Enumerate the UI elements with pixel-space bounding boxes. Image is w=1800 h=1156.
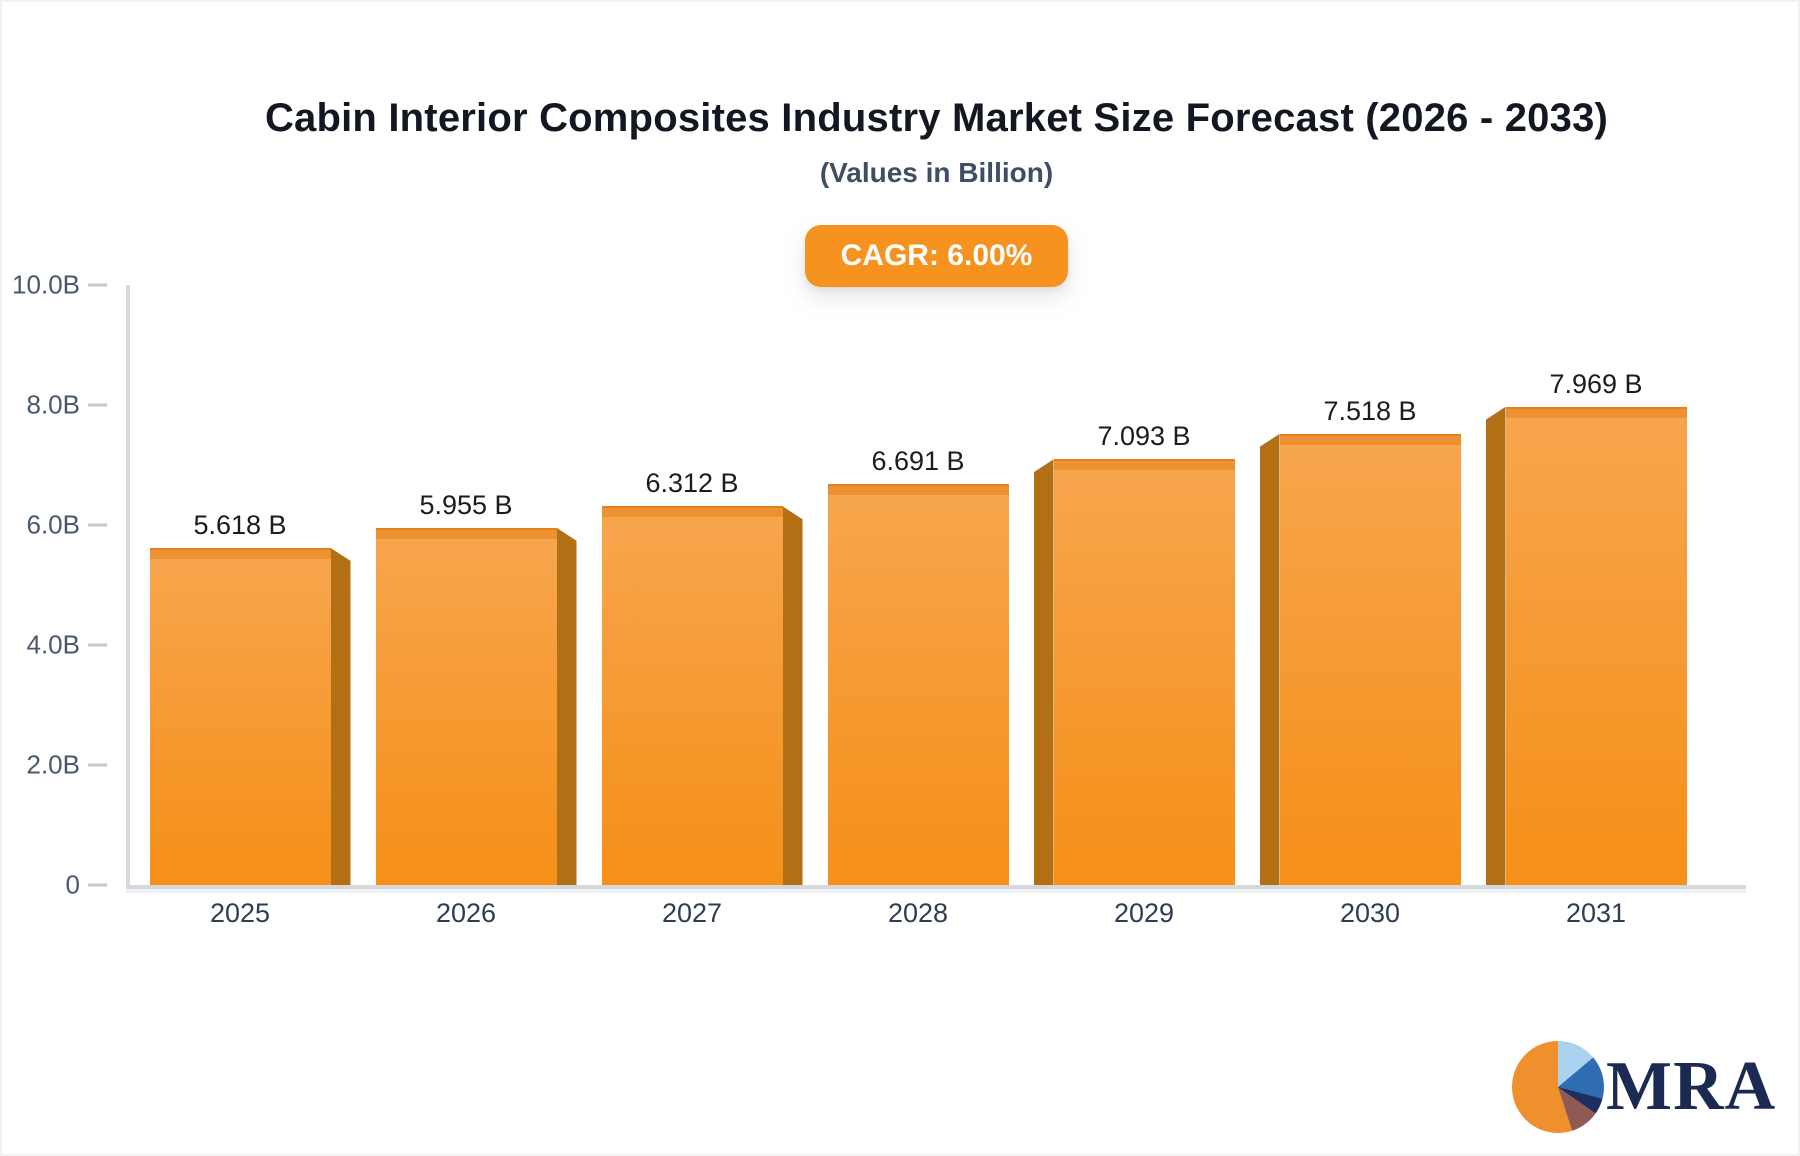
bar-2031	[1485, 406, 1687, 885]
x-axis-line	[126, 885, 1746, 889]
bar-value-label: 6.312 B	[645, 468, 739, 499]
bar-top-face	[1505, 408, 1687, 418]
bar-side-face	[556, 527, 577, 885]
x-category-label: 2027	[661, 898, 723, 928]
bar-2028	[827, 483, 1009, 885]
bar-side-face	[1259, 433, 1280, 885]
y-tick-label: 8.0B	[26, 389, 81, 420]
bar-front-face	[375, 527, 557, 885]
bar-front-face	[1279, 433, 1461, 885]
y-tick-label: 0	[65, 869, 80, 900]
y-axis: 0 2.0B 4.0B 6.0B 8.0B 10.0B	[0, 270, 128, 900]
bar-2029	[1033, 459, 1235, 885]
bar-value-label: 7.518 B	[1323, 395, 1417, 426]
bar-value-label: 7.093 B	[1097, 421, 1191, 452]
bar-top-face	[375, 529, 557, 539]
bar-value-label: 5.955 B	[419, 489, 513, 520]
pie-chart-icon	[1512, 1041, 1604, 1133]
bar-side-face	[1033, 459, 1054, 885]
chart-title: Cabin Interior Composites Industry Marke…	[264, 96, 1609, 140]
bar-2025	[149, 547, 351, 885]
y-axis-line	[126, 285, 130, 887]
bar-2026	[375, 527, 577, 885]
y-tick-mark	[88, 643, 107, 647]
x-category-label: 2030	[1339, 898, 1401, 928]
chart-header: Cabin Interior Composites Industry Marke…	[128, 0, 1745, 287]
bar-top-face	[1053, 461, 1235, 471]
bar-value-label: 6.691 B	[871, 445, 965, 476]
bar-2027	[601, 506, 803, 885]
y-tick-mark	[88, 763, 107, 767]
bar-side-face	[1485, 406, 1506, 885]
bar-front-face	[1505, 406, 1687, 885]
bar-value-label: 7.969 B	[1549, 368, 1643, 399]
logo-text: MRA	[1606, 1048, 1777, 1125]
y-tick-mark	[88, 883, 107, 887]
x-category-label: 2028	[887, 898, 949, 928]
y-tick-label: 4.0B	[26, 629, 81, 660]
y-tick-mark	[88, 283, 107, 287]
cagr-badge: CAGR: 6.00%	[804, 225, 1069, 287]
bar-side-face	[330, 547, 351, 885]
bar-top-face	[1279, 435, 1461, 445]
bar-front-face	[827, 483, 1009, 885]
bar-front-face	[149, 547, 331, 885]
x-category-label: 2031	[1565, 898, 1627, 928]
y-tick-mark	[88, 403, 107, 407]
x-category-label: 2026	[435, 898, 497, 928]
y-tick-label: 10.0B	[12, 269, 80, 300]
bar-front-face	[601, 506, 783, 885]
bar-top-face	[601, 508, 783, 518]
chart-subtitle: (Values in Billion)	[819, 157, 1054, 188]
plot-area: 5.618 B 2025 5.955 B 2026 6.312 B 2027 6.691 B…	[128, 285, 1747, 928]
bar-front-face	[1053, 459, 1235, 885]
brand-logo: MRA	[1512, 1040, 1776, 1134]
bar-side-face	[782, 506, 803, 885]
x-category-label: 2029	[1113, 898, 1175, 928]
y-tick-label: 6.0B	[26, 509, 81, 540]
bar-value-label: 5.618 B	[193, 509, 287, 540]
x-category-label: 2025	[209, 898, 271, 928]
bar-2030	[1259, 433, 1461, 885]
y-tick-mark	[88, 523, 107, 527]
y-tick-label: 2.0B	[26, 749, 81, 780]
bar-top-face	[149, 549, 331, 559]
bar-top-face	[827, 485, 1009, 495]
